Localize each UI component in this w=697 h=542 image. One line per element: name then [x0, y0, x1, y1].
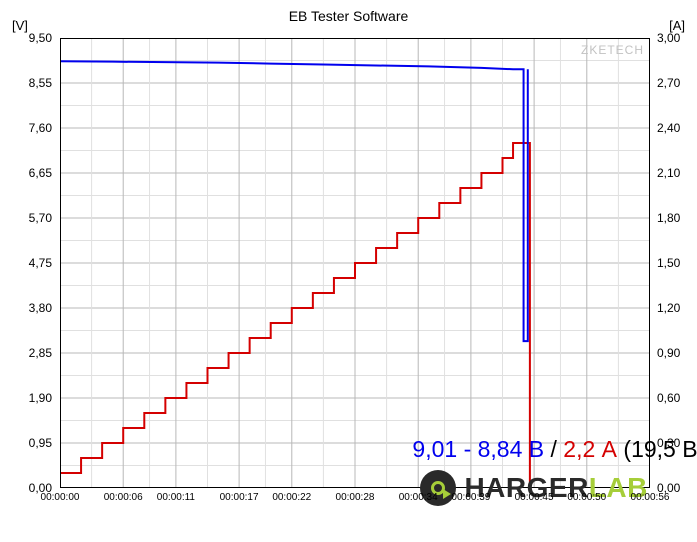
yl-tick: 1,90: [29, 391, 52, 405]
yl-tick: 2,85: [29, 346, 52, 360]
yr-tick: 0,60: [657, 391, 680, 405]
x-tick: 00:00:28: [336, 492, 375, 503]
yl-tick: 5,70: [29, 211, 52, 225]
yl-tick: 3,80: [29, 301, 52, 315]
yr-tick: 2,70: [657, 76, 680, 90]
yr-tick: 2,40: [657, 121, 680, 135]
yr-tick: 3,00: [657, 31, 680, 45]
watermark: ZKETECH: [581, 43, 644, 57]
yl-tick: 4,75: [29, 256, 52, 270]
yr-tick: 1,80: [657, 211, 680, 225]
annot-current: 2,2 А: [563, 436, 617, 462]
x-tick: 00:00:56: [631, 492, 670, 503]
y-left-unit: [V]: [12, 18, 28, 33]
x-tick: 00:00:34: [399, 492, 438, 503]
plot-area: ZKETECH 9,01 - 8,84 В / 2,2 А (19,5 Вт) …: [60, 38, 650, 488]
y-left-ticks: 0,000,951,902,853,804,755,706,657,608,55…: [0, 38, 58, 488]
annot-voltage: 9,01 - 8,84 В: [412, 436, 544, 462]
x-tick: 00:00:17: [220, 492, 259, 503]
chart-title: EB Tester Software: [0, 8, 697, 24]
annot-power: (19,5 Вт): [617, 436, 697, 462]
x-tick: 00:00:00: [41, 492, 80, 503]
yr-tick: 0,90: [657, 346, 680, 360]
annotation-text: 9,01 - 8,84 В / 2,2 А (19,5 Вт): [295, 436, 697, 463]
yr-tick: 2,10: [657, 166, 680, 180]
yl-tick: 0,95: [29, 436, 52, 450]
chart-container: EB Tester Software [V] [A] 0,000,951,902…: [0, 0, 697, 542]
x-tick: 00:00:22: [272, 492, 311, 503]
yl-tick: 7,60: [29, 121, 52, 135]
x-tick: 00:00:50: [567, 492, 606, 503]
yl-tick: 6,65: [29, 166, 52, 180]
yr-tick: 1,20: [657, 301, 680, 315]
x-tick: 00:00:45: [515, 492, 554, 503]
yr-tick: 1,50: [657, 256, 680, 270]
x-tick: 00:00:11: [157, 492, 195, 503]
yl-tick: 8,55: [29, 76, 52, 90]
yl-tick: 9,50: [29, 31, 52, 45]
x-tick: 00:00:06: [104, 492, 143, 503]
x-tick: 00:00:39: [451, 492, 490, 503]
x-ticks: 00:00:0000:00:0600:00:1100:00:1700:00:22…: [60, 492, 650, 512]
y-right-ticks: 0,000,300,600,901,201,501,802,102,402,70…: [651, 38, 697, 488]
annot-sep: /: [544, 436, 563, 462]
